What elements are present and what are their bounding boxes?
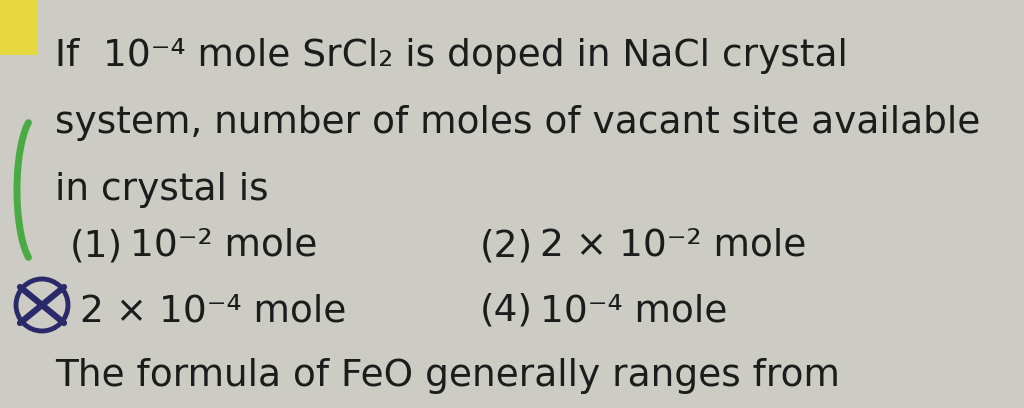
Text: (2): (2)	[480, 228, 534, 264]
Text: (4): (4)	[480, 293, 534, 329]
Text: system, number of moles of vacant site available: system, number of moles of vacant site a…	[55, 105, 980, 141]
Text: 10⁻⁴ mole: 10⁻⁴ mole	[540, 293, 727, 329]
Text: If  10⁻⁴ mole SrCl₂ is doped in NaCl crystal: If 10⁻⁴ mole SrCl₂ is doped in NaCl crys…	[55, 38, 848, 74]
Text: in crystal is: in crystal is	[55, 172, 268, 208]
Text: The formula of FeO generally ranges from: The formula of FeO generally ranges from	[55, 358, 840, 394]
Text: 10⁻² mole: 10⁻² mole	[130, 228, 317, 264]
FancyBboxPatch shape	[0, 0, 38, 55]
Text: 2 × 10⁻² mole: 2 × 10⁻² mole	[540, 228, 806, 264]
Text: (1): (1)	[70, 228, 123, 264]
Text: 2 × 10⁻⁴ mole: 2 × 10⁻⁴ mole	[80, 293, 346, 329]
